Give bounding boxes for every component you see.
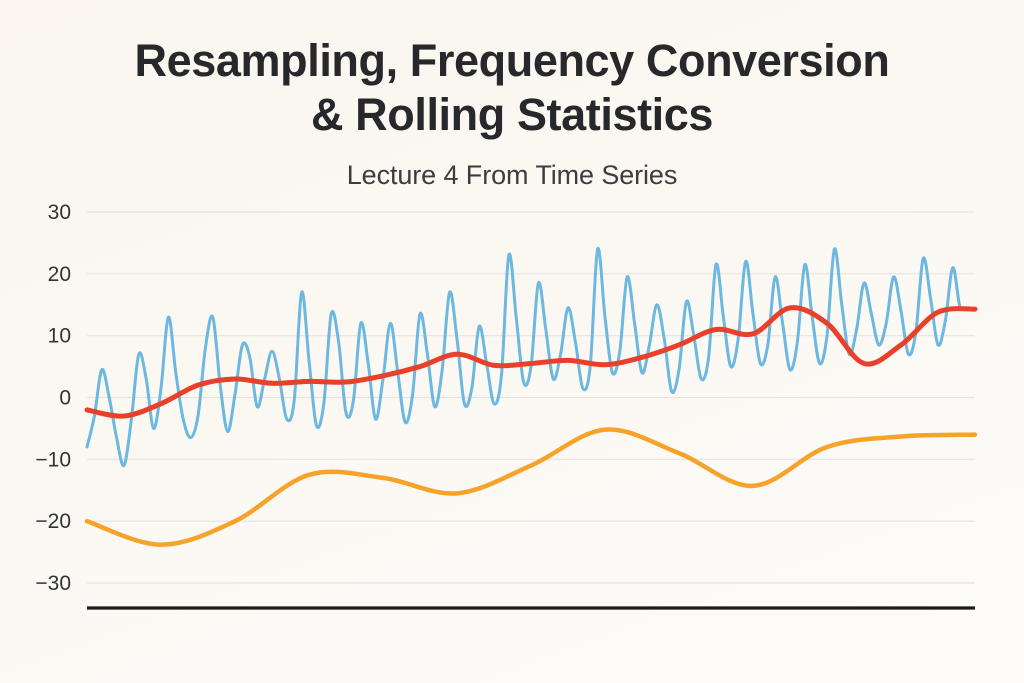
page-title: Resampling, Frequency Conversion & Rolli… bbox=[134, 35, 890, 140]
y-axis-tick-label: −20 bbox=[35, 510, 71, 533]
y-axis-tick-label: 30 bbox=[48, 201, 71, 224]
y-axis-tick-label: 0 bbox=[59, 387, 71, 410]
y-axis-tick-label: 10 bbox=[48, 325, 71, 348]
chart-y-axis-labels: 30 20 10 0 −10 −20 −30 bbox=[35, 201, 71, 595]
series-line-raw-observations bbox=[85, 246, 962, 468]
page-subtitle: Lecture 4 From Time Series bbox=[346, 160, 678, 190]
y-axis-tick-label: 20 bbox=[48, 263, 71, 286]
chart-series-layer bbox=[84, 246, 978, 547]
series-line-resampled-downsampled bbox=[84, 427, 978, 547]
y-axis-tick-label: −30 bbox=[35, 572, 71, 595]
slide-header: Resampling, Frequency Conversion & Rolli… bbox=[0, 34, 1024, 191]
y-axis-tick-label: −10 bbox=[35, 448, 71, 471]
series-line-rolling-mean bbox=[84, 305, 978, 419]
